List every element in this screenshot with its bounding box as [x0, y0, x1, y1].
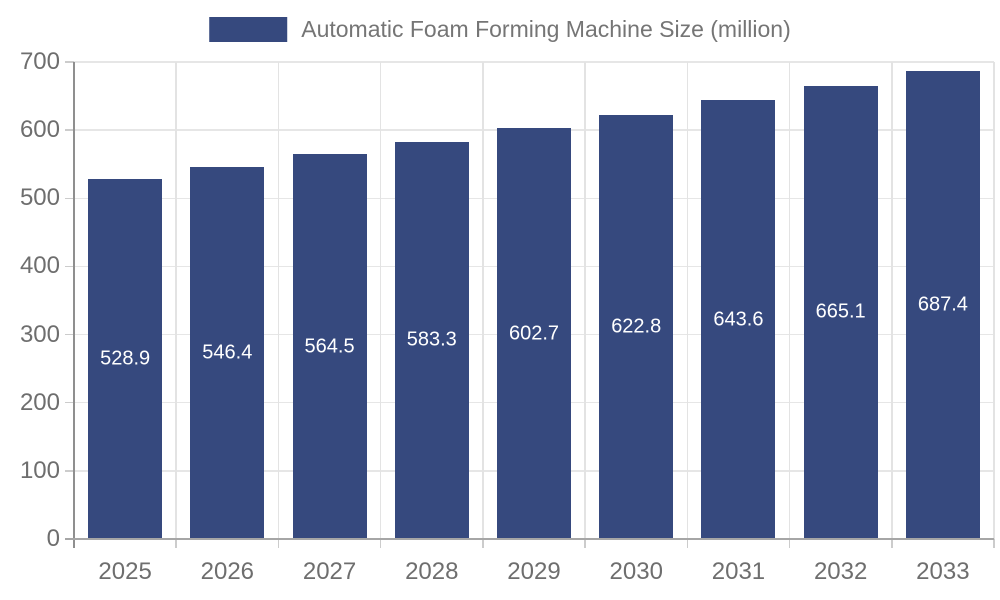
bar-value-label: 602.7	[508, 322, 560, 345]
y-tick-label: 100	[19, 456, 60, 484]
x-axis-baseline	[65, 538, 994, 540]
bar	[701, 100, 776, 539]
bar	[88, 178, 163, 539]
bar	[292, 154, 367, 539]
y-tick	[65, 61, 74, 63]
y-tick-label: 0	[46, 525, 60, 552]
y-tick	[65, 401, 74, 404]
x-tick	[175, 539, 177, 548]
y-tick-label: 700	[19, 48, 60, 75]
x-tick-label: 2026	[200, 558, 255, 585]
v-gridline	[584, 62, 586, 539]
v-gridline	[993, 62, 995, 539]
legend-label: Automatic Foam Forming Machine Size (mil…	[301, 16, 791, 42]
y-tick-label: 500	[19, 184, 60, 212]
y-tick-label: 200	[19, 388, 60, 416]
x-tick-label: 2029	[507, 558, 561, 585]
x-tick	[891, 539, 893, 548]
h-gridline	[74, 61, 994, 63]
x-tick	[788, 539, 791, 548]
x-tick	[993, 539, 995, 548]
legend: Automatic Foam Forming Machine Size (mil…	[209, 16, 791, 43]
v-gridline	[891, 62, 893, 539]
bar	[394, 141, 469, 539]
y-tick-label: 400	[19, 252, 60, 280]
y-tick	[65, 470, 74, 472]
v-gridline	[175, 62, 177, 539]
legend-swatch	[209, 17, 288, 42]
x-tick	[482, 539, 484, 548]
v-gridline	[788, 62, 791, 539]
x-tick	[277, 539, 280, 548]
y-tick	[65, 129, 74, 131]
y-tick	[65, 265, 74, 268]
x-tick-label: 2032	[813, 558, 868, 585]
bar	[803, 85, 878, 539]
y-tick	[65, 333, 74, 336]
v-gridline	[686, 62, 689, 539]
bar-value-label: 546.4	[202, 341, 253, 364]
bar-value-label: 665.1	[815, 300, 866, 323]
v-gridline	[379, 62, 382, 539]
bar	[190, 166, 265, 539]
bar-value-label: 583.3	[406, 328, 457, 351]
y-tick-label: 300	[19, 320, 60, 348]
bar-value-label: 622.8	[611, 315, 662, 338]
x-tick-label: 2033	[916, 558, 970, 585]
x-tick	[584, 539, 586, 548]
x-tick-label: 2028	[405, 558, 459, 585]
x-tick-label: 2027	[302, 558, 357, 585]
bar	[905, 70, 980, 539]
v-gridline	[482, 62, 484, 539]
bar-value-label: 528.9	[100, 347, 151, 370]
bar	[599, 114, 674, 539]
bar-value-label: 564.5	[304, 335, 355, 358]
x-tick	[379, 539, 382, 548]
y-tick	[65, 197, 74, 200]
x-tick-label: 2025	[98, 558, 152, 585]
bar-value-label: 687.4	[917, 293, 968, 316]
bar-value-label: 643.6	[713, 308, 764, 331]
x-tick-label: 2031	[711, 558, 766, 585]
x-tick	[686, 539, 689, 548]
y-tick-label: 600	[19, 116, 60, 144]
x-tick-label: 2030	[609, 558, 663, 585]
bar	[497, 128, 571, 539]
y-axis-spine	[73, 62, 75, 548]
v-gridline	[277, 62, 280, 539]
